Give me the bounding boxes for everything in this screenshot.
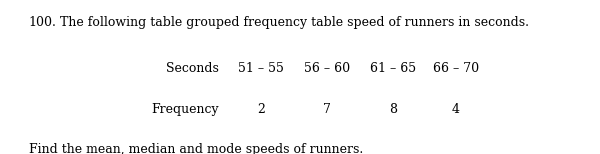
Text: 4: 4 bbox=[452, 103, 460, 116]
Text: Find the mean, median and mode speeds of runners.: Find the mean, median and mode speeds of… bbox=[29, 143, 363, 154]
Text: Frequency: Frequency bbox=[151, 103, 219, 116]
Text: Seconds: Seconds bbox=[166, 62, 219, 75]
Text: 51 – 55: 51 – 55 bbox=[238, 62, 284, 75]
Text: 66 – 70: 66 – 70 bbox=[433, 62, 479, 75]
Text: 8: 8 bbox=[389, 103, 397, 116]
Text: 100.: 100. bbox=[29, 16, 56, 29]
Text: The following table grouped frequency table speed of runners in seconds.: The following table grouped frequency ta… bbox=[60, 16, 529, 29]
Text: 7: 7 bbox=[323, 103, 331, 116]
Text: 2: 2 bbox=[257, 103, 265, 116]
Text: 56 – 60: 56 – 60 bbox=[304, 62, 350, 75]
Text: 61 – 65: 61 – 65 bbox=[370, 62, 416, 75]
